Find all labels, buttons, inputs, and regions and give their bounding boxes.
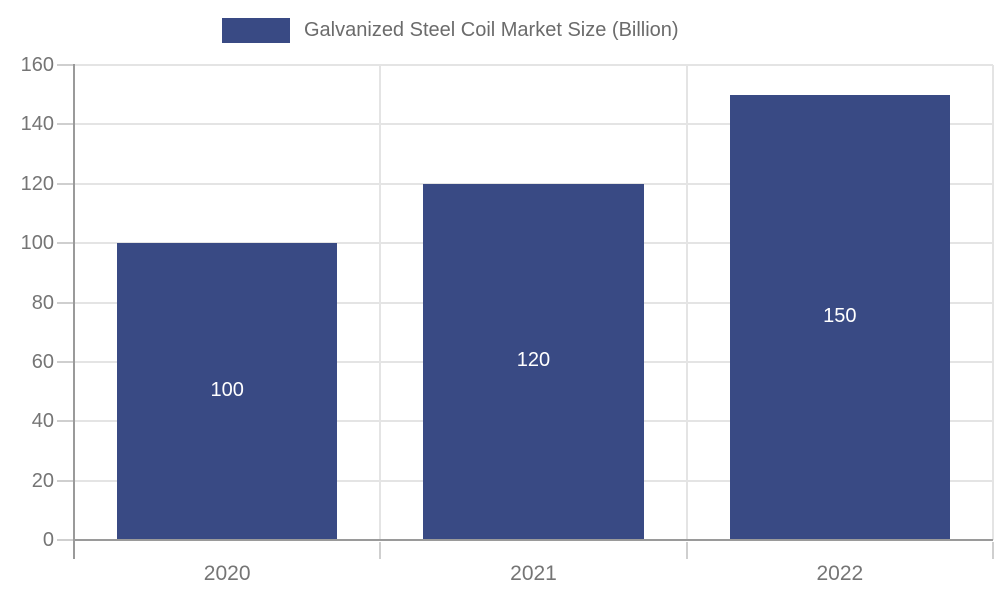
y-axis-label: 160 (20, 54, 54, 76)
y-axis-line (73, 64, 75, 559)
bar[interactable]: 100 (116, 243, 338, 539)
y-axis-tick (57, 479, 74, 482)
legend-item[interactable]: Galvanized Steel Coil Market Size (Billi… (222, 18, 679, 43)
y-axis-label: 80 (31, 291, 54, 314)
x-axis-tick (992, 542, 994, 559)
y-axis-label: 60 (31, 350, 54, 373)
x-axis-line (73, 539, 993, 541)
y-axis-label: 40 (31, 410, 54, 433)
bar[interactable]: 150 (729, 94, 951, 539)
bar-value-label: 100 (210, 379, 244, 402)
x-axis-label: 2021 (510, 562, 557, 585)
x-axis-label: 2020 (203, 562, 251, 585)
x-axis-tick (685, 542, 688, 559)
y-axis-label: 100 (20, 232, 54, 255)
v-gridline (379, 65, 382, 540)
y-axis-tick (57, 64, 74, 66)
y-gridline (74, 64, 993, 66)
v-gridline (992, 65, 994, 540)
bar-value-label: 120 (516, 349, 551, 372)
y-gridline (74, 123, 993, 126)
y-axis-tick (57, 182, 74, 185)
bar-value-label: 150 (823, 304, 857, 327)
legend-label: Galvanized Steel Coil Market Size (Billi… (304, 19, 679, 41)
y-axis-tick (57, 360, 74, 363)
x-axis-tick (379, 542, 382, 559)
y-axis-label: 0 (42, 529, 54, 551)
legend-swatch (222, 18, 290, 43)
y-axis-label: 120 (20, 172, 54, 195)
y-axis-tick (57, 242, 74, 245)
x-axis-label: 2022 (816, 562, 864, 585)
y-axis-label: 20 (31, 469, 54, 492)
y-axis-tick (57, 301, 74, 304)
y-axis-tick (57, 539, 74, 541)
bar[interactable]: 120 (423, 183, 644, 539)
v-gridline (685, 65, 688, 540)
y-axis-tick (57, 420, 74, 423)
y-axis-label: 140 (20, 113, 54, 136)
y-axis-tick (57, 123, 74, 126)
